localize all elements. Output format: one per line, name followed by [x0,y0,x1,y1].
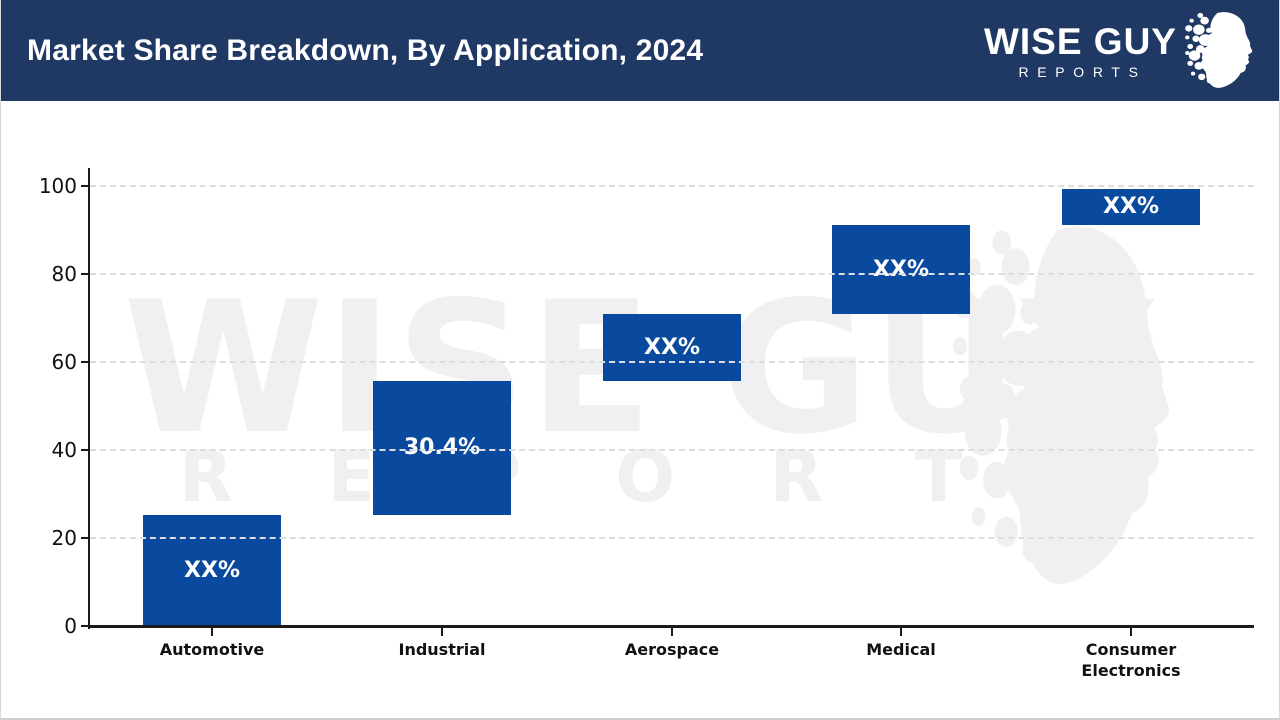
gridline-100 [90,185,1254,187]
x-tick-label-automotive: Automotive [159,640,265,659]
x-tick-aerospace [671,628,673,636]
y-tick-40 [81,449,90,451]
y-tick-0 [81,625,90,627]
logo-reports-label: REPORTS [1018,63,1147,80]
x-tick-medical [900,628,902,636]
y-tick-label-0: 0 [64,614,77,638]
y-tick-20 [81,537,90,539]
bar-value-label-medical: XX% [873,257,929,283]
x-tick-label-aerospace: Aerospace [624,640,720,659]
page-title: Market Share Breakdown, By Application, … [27,33,704,67]
x-tick-label-industrial: Industrial [398,640,486,659]
y-tick-label-20: 20 [51,526,77,550]
bar-automotive: XX% [143,514,281,626]
watermark-head-profile-icon [952,226,1170,584]
header-bar: Market Share Breakdown, By Application, … [1,0,1279,101]
bar-value-label-automotive: XX% [184,557,240,583]
dotted-head-profile-icon [1185,11,1253,88]
gridline-20 [90,537,1254,539]
bar-value-label-consumer-electronics: XX% [1103,194,1159,220]
y-tick-label-40: 40 [51,438,77,462]
x-tick-consumer-electronics [1130,628,1132,636]
x-axis-spine [88,625,1254,628]
x-tick-automotive [211,628,213,636]
gridline-80 [90,273,1254,275]
x-tick-label-medical: Medical [866,640,936,659]
y-axis-spine [88,168,90,629]
logo-text: WISE GUY REPORTS [984,23,1177,79]
gridline-40 [90,449,1254,451]
y-tick-label-100: 100 [38,174,77,198]
y-tick-60 [81,361,90,363]
y-tick-label-80: 80 [51,262,77,286]
bar-value-label-aerospace: XX% [644,334,700,360]
bar-value-label-industrial: 30.4% [403,435,481,461]
bar-medical: XX% [832,225,970,315]
logo-wise-guy-label: WISE GUY [983,20,1177,62]
gridline-60 [90,361,1254,363]
y-tick-100 [81,185,90,187]
x-tick-industrial [441,628,443,636]
bar-aerospace: XX% [603,314,741,381]
bar-industrial: 30.4% [373,380,511,515]
wise-guy-reports-logo: WISE GUY REPORTS [984,9,1255,93]
y-tick-80 [81,273,90,275]
bar-consumer-electronics: XX% [1062,188,1200,226]
x-tick-label-consumer-electronics: Consumer Electronics [1081,640,1181,680]
y-tick-label-60: 60 [51,350,77,374]
